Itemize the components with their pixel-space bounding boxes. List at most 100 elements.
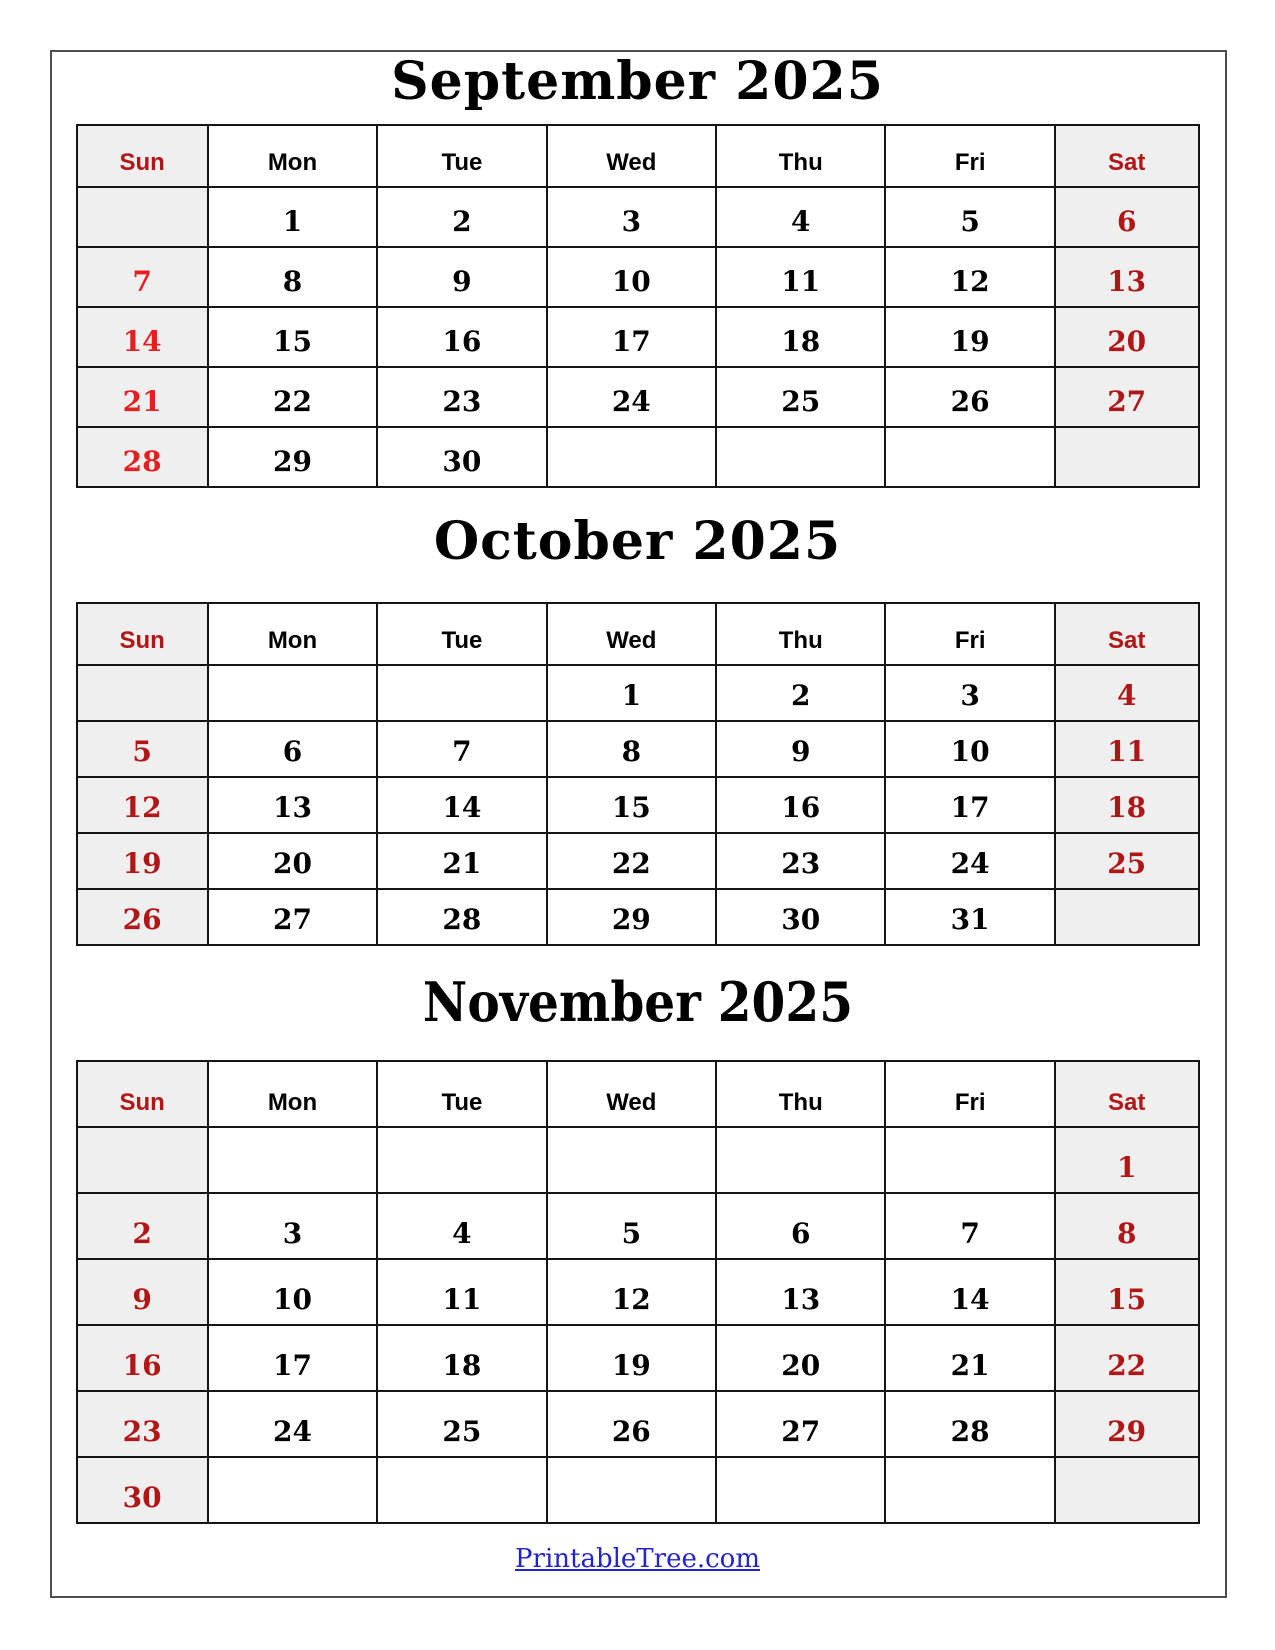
date-cell: 4 [715,186,887,248]
week-row: 12 13 14 15 16 17 18 [75,776,1200,834]
date-cell: 26 [884,366,1056,428]
week-row: 21 22 23 24 25 26 27 [75,366,1200,428]
day-header-thu: Thu [715,1060,887,1128]
date-cell: 5 [75,720,209,778]
date-cell: 11 [1053,720,1200,778]
date-cell: 4 [376,1192,548,1260]
date-cell [206,1456,379,1524]
date-cell [376,664,548,722]
date-cell: 27 [715,1390,887,1458]
date-cell: 3 [545,186,718,248]
date-cell [1053,888,1200,946]
date-cell: 15 [545,776,718,834]
day-header-wed: Wed [545,124,718,188]
date-cell [545,426,718,488]
day-header-row: Sun Mon Tue Wed Thu Fri Sat [75,124,1200,188]
date-cell: 22 [206,366,379,428]
date-cell [715,1456,887,1524]
day-header-thu: Thu [715,602,887,666]
date-cell: 12 [75,776,209,834]
date-cell: 23 [376,366,548,428]
september-calendar-table: Sun Mon Tue Wed Thu Fri Sat 1 2 3 4 5 [75,124,1200,488]
week-row: 19 20 21 22 23 24 25 [75,832,1200,890]
date-cell [545,1456,718,1524]
week-row: 1 2 3 4 [75,664,1200,722]
date-cell: 30 [75,1456,209,1524]
date-cell: 22 [1053,1324,1200,1392]
date-cell [1053,426,1200,488]
day-header-sun: Sun [75,602,209,666]
month-title-september: September 2025 [0,52,1275,112]
date-cell: 21 [884,1324,1056,1392]
date-cell [884,1456,1056,1524]
date-cell: 23 [75,1390,209,1458]
week-row: 1 [75,1126,1200,1194]
date-cell: 18 [715,306,887,368]
date-cell: 18 [1053,776,1200,834]
date-cell: 21 [75,366,209,428]
date-cell [1053,1456,1200,1524]
date-cell: 1 [1053,1126,1200,1194]
date-cell: 3 [884,664,1056,722]
month-title-text: November 2025 [422,970,853,1034]
date-cell: 16 [376,306,548,368]
day-header-fri: Fri [884,124,1056,188]
date-cell: 19 [884,306,1056,368]
day-header-mon: Mon [206,602,379,666]
date-cell: 1 [206,186,379,248]
day-header-sat: Sat [1053,1060,1200,1128]
date-cell: 30 [715,888,887,946]
date-cell: 17 [206,1324,379,1392]
day-header-sun: Sun [75,1060,209,1128]
date-cell: 26 [545,1390,718,1458]
date-cell: 3 [206,1192,379,1260]
date-cell: 20 [206,832,379,890]
date-cell: 20 [1053,306,1200,368]
date-cell: 29 [206,426,379,488]
date-cell: 11 [376,1258,548,1326]
date-cell: 17 [545,306,718,368]
date-cell: 10 [884,720,1056,778]
month-section-september: September 2025 Sun Mon Tue Wed Thu Fri S… [0,52,1275,488]
date-cell [715,1126,887,1194]
date-cell: 27 [206,888,379,946]
footer-link[interactable]: PrintableTree.com [515,1544,760,1574]
date-cell: 20 [715,1324,887,1392]
day-header-wed: Wed [545,1060,718,1128]
week-row: 16 17 18 19 20 21 22 [75,1324,1200,1392]
day-header-sat: Sat [1053,602,1200,666]
day-header-mon: Mon [206,124,379,188]
date-cell: 24 [545,366,718,428]
footer: PrintableTree.com [0,1544,1275,1574]
date-cell: 28 [75,426,209,488]
date-cell: 11 [715,246,887,308]
date-cell: 26 [75,888,209,946]
week-row: 23 24 25 26 27 28 29 [75,1390,1200,1458]
week-row: 7 8 9 10 11 12 13 [75,246,1200,308]
date-cell: 6 [1053,186,1200,248]
date-cell: 6 [715,1192,887,1260]
day-header-tue: Tue [376,602,548,666]
month-title-text: October 2025 [433,511,842,572]
date-cell: 12 [884,246,1056,308]
month-section-october: October 2025 Sun Mon Tue Wed Thu Fri Sat [0,512,1275,946]
date-cell [206,664,379,722]
date-cell: 13 [715,1258,887,1326]
day-header-tue: Tue [376,1060,548,1128]
date-cell: 23 [715,832,887,890]
date-cell: 15 [206,306,379,368]
date-cell: 25 [715,366,887,428]
date-cell: 29 [1053,1390,1200,1458]
date-cell: 10 [545,246,718,308]
week-row: 30 [75,1456,1200,1524]
november-calendar-table: Sun Mon Tue Wed Thu Fri Sat 1 [75,1060,1200,1524]
october-calendar-table: Sun Mon Tue Wed Thu Fri Sat 1 2 3 4 [75,602,1200,946]
date-cell [376,1456,548,1524]
date-cell: 14 [75,306,209,368]
date-cell: 7 [376,720,548,778]
date-cell: 2 [75,1192,209,1260]
week-row: 5 6 7 8 9 10 11 [75,720,1200,778]
date-cell: 25 [1053,832,1200,890]
date-cell: 24 [206,1390,379,1458]
date-cell: 6 [206,720,379,778]
